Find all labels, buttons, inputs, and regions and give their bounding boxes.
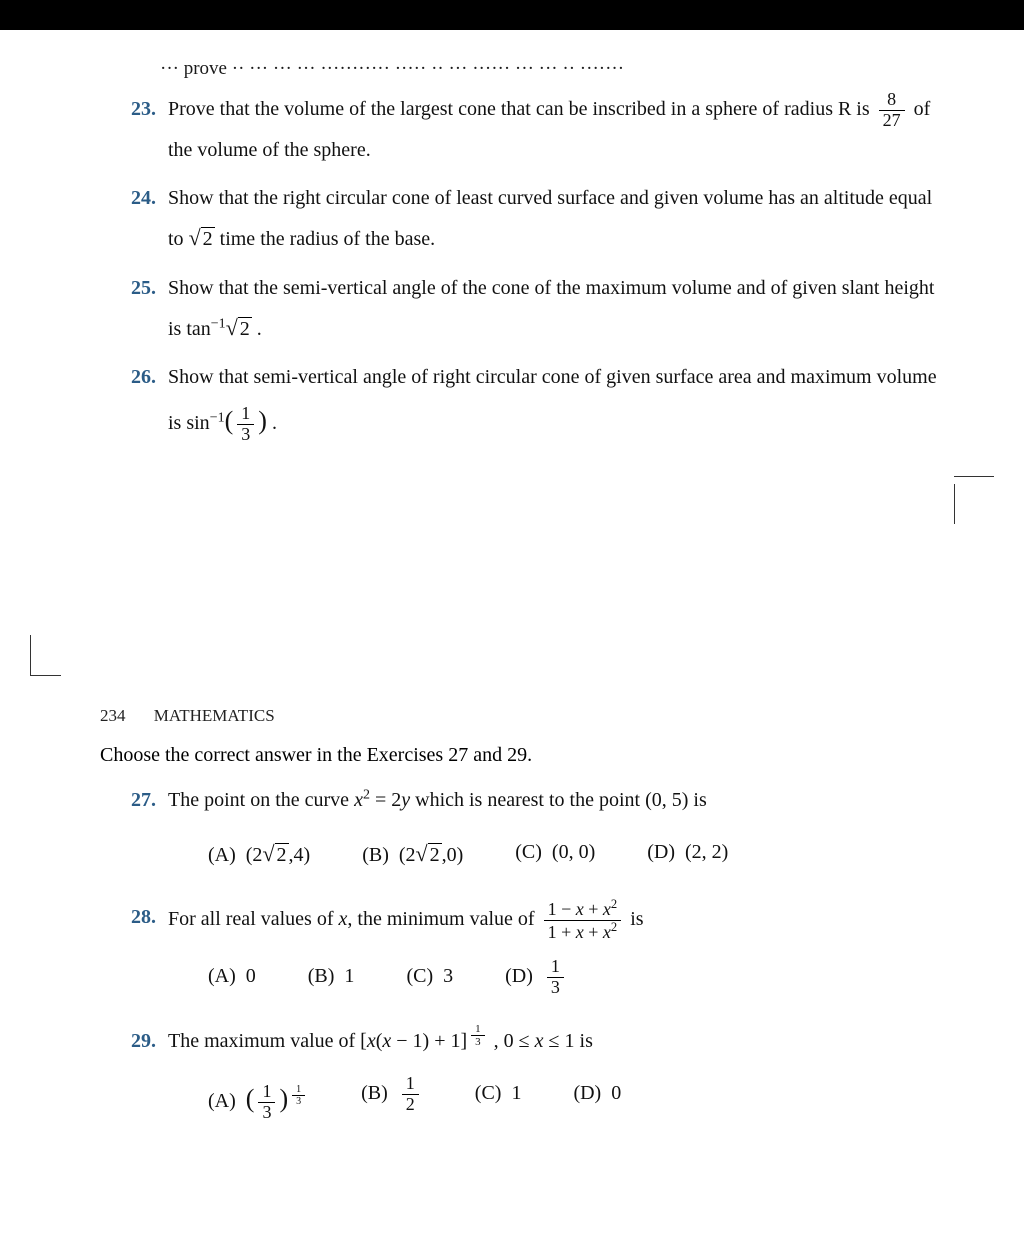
problem-text: Show that the right circular cone of lea… [168, 179, 944, 259]
problem: 24.Show that the right circular cone of … [100, 179, 944, 259]
option: (B) (22,0) [362, 833, 463, 875]
problem-number: 25. [100, 269, 168, 349]
section-instruction: Choose the correct answer in the Exercis… [100, 744, 944, 767]
option: (A) (13)13 [208, 1074, 309, 1123]
option: (B) 12 [361, 1074, 423, 1123]
problem-number: 26. [100, 358, 168, 445]
problems-top-list: 23.Prove that the volume of the largest … [100, 90, 944, 446]
problem-number: 23. [100, 90, 168, 169]
page-number: 234 [100, 706, 126, 725]
problem: 29.The maximum value of [x(x − 1) + 1]13… [100, 1022, 944, 1137]
problem-number: 28. [100, 898, 168, 1011]
problem-text: Show that semi-vertical angle of right c… [168, 358, 944, 445]
option: (D) 13 [505, 957, 568, 998]
option: (D) (2, 2) [647, 833, 728, 875]
problem: 28.For all real values of x, the minimum… [100, 898, 944, 1011]
option: (C) (0, 0) [515, 833, 595, 875]
option: (B) 1 [308, 957, 355, 998]
option: (C) 3 [406, 957, 453, 998]
page-gap [100, 456, 944, 696]
option: (A) 0 [208, 957, 256, 998]
subject-label: MATHEMATICS [154, 706, 275, 725]
problems-bottom-list: 27.The point on the curve x2 = 2y which … [100, 781, 944, 1137]
top-black-bar [0, 0, 1024, 30]
problem-text: The maximum value of [x(x − 1) + 1]13 , … [168, 1022, 944, 1137]
problem: 26.Show that semi-vertical angle of righ… [100, 358, 944, 445]
options-row: (A) (22,4) (B) (22,0) (C) (0, 0) (D) (2, 2) [208, 833, 944, 875]
option: (A) (22,4) [208, 833, 310, 875]
option: (C) 1 [475, 1074, 522, 1123]
page-content: ··· prove ·· ··· ··· ··· ··········· ···… [0, 30, 1024, 1187]
problem: 27.The point on the curve x2 = 2y which … [100, 781, 944, 889]
problem-text: Prove that the volume of the largest con… [168, 90, 944, 169]
page-header: 234 MATHEMATICS [100, 706, 944, 726]
problem-text: The point on the curve x2 = 2y which is … [168, 781, 944, 889]
problem: 25.Show that the semi-vertical angle of … [100, 269, 944, 349]
cutoff-text: ··· prove ·· ··· ··· ··· ··········· ···… [160, 58, 944, 80]
crop-mark-right [954, 476, 994, 516]
option: (D) 0 [573, 1074, 621, 1123]
problem-number: 24. [100, 179, 168, 259]
problem-number: 27. [100, 781, 168, 889]
options-row: (A) 0 (B) 1 (C) 3 (D) 13 [208, 957, 944, 998]
crop-mark-left [30, 635, 61, 676]
problem-text: Show that the semi-vertical angle of the… [168, 269, 944, 349]
options-row: (A) (13)13 (B) 12 (C) 1 (D) 0 [208, 1074, 944, 1123]
problem-text: For all real values of x, the minimum va… [168, 898, 944, 1011]
problem-number: 29. [100, 1022, 168, 1137]
problem: 23.Prove that the volume of the largest … [100, 90, 944, 169]
